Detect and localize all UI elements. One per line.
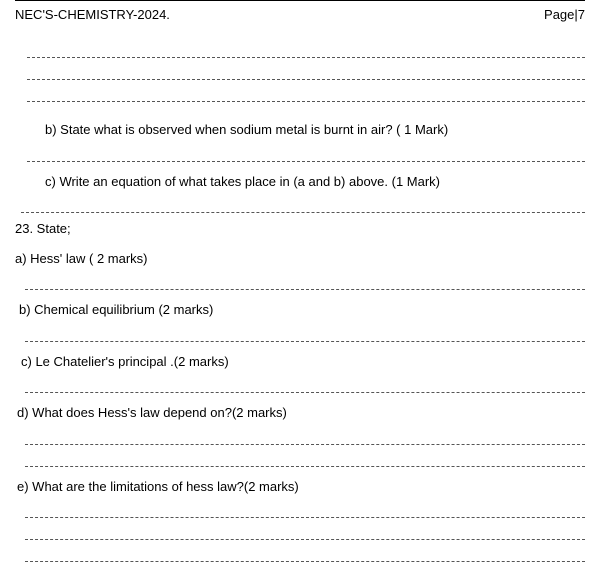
question-c: c) Write an equation of what takes place… (15, 172, 585, 214)
question-23a: a) Hess' law ( 2 marks) (15, 249, 585, 291)
answer-line (27, 42, 585, 58)
question-23e-text: e) What are the limitations of hess law?… (15, 477, 585, 497)
answer-line (27, 86, 585, 102)
answer-line (27, 146, 585, 162)
question-23c-text: c) Le Chatelier's principal .(2 marks) (15, 352, 585, 372)
answer-line (25, 326, 585, 342)
question-23c: c) Le Chatelier's principal .(2 marks) (15, 352, 585, 394)
answer-line (27, 64, 585, 80)
answer-line (21, 197, 585, 213)
answer-line (25, 502, 585, 518)
top-horizontal-rule (15, 0, 585, 1)
question-23e: e) What are the limitations of hess law?… (15, 477, 585, 563)
answer-line (25, 451, 585, 467)
answer-line (25, 546, 585, 562)
question-b: b) State what is observed when sodium me… (15, 120, 585, 162)
question-23d-text: d) What does Hess's law depend on?(2 mar… (15, 403, 585, 423)
answer-line (25, 377, 585, 393)
question-23d: d) What does Hess's law depend on?(2 mar… (15, 403, 585, 467)
question-23a-text: a) Hess' law ( 2 marks) (15, 249, 585, 269)
question-23b: b) Chemical equilibrium (2 marks) (15, 300, 585, 342)
answer-line (25, 274, 585, 290)
header-doc-title: NEC'S-CHEMISTRY-2024. (15, 7, 170, 22)
question-c-text: c) Write an equation of what takes place… (15, 172, 585, 192)
page-header: NEC'S-CHEMISTRY-2024. Page|7 (15, 7, 585, 22)
question-b-text: b) State what is observed when sodium me… (15, 120, 585, 140)
header-page-number: Page|7 (544, 7, 585, 22)
question-23-intro: 23. State; (15, 219, 585, 239)
answer-line (25, 524, 585, 540)
answer-line (25, 429, 585, 445)
top-answer-lines (15, 42, 585, 102)
question-23b-text: b) Chemical equilibrium (2 marks) (15, 300, 585, 320)
